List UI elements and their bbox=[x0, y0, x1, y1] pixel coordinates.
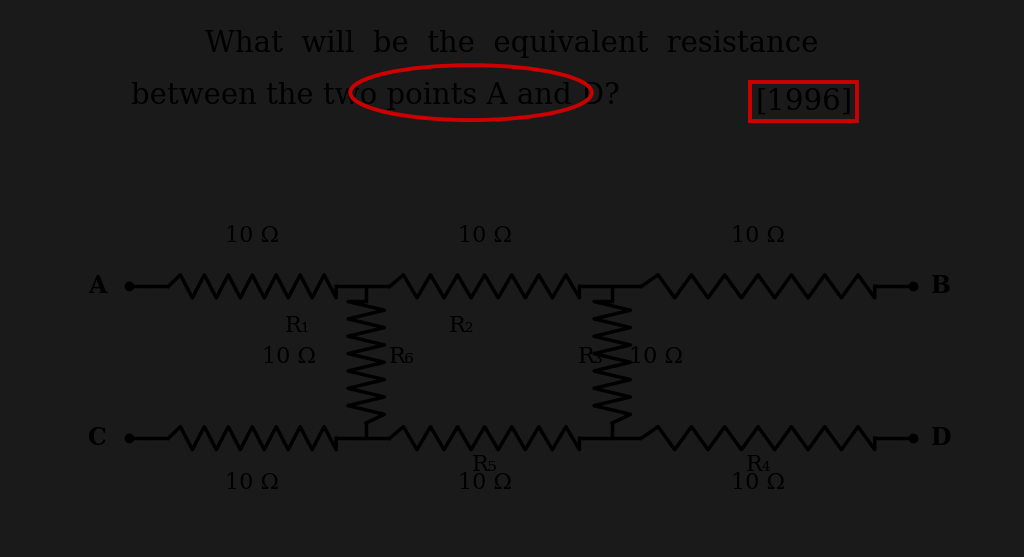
Text: 10 Ω: 10 Ω bbox=[731, 472, 785, 494]
Text: 10 Ω: 10 Ω bbox=[225, 472, 280, 494]
Text: R₂: R₂ bbox=[450, 315, 475, 337]
Text: 10 Ω: 10 Ω bbox=[458, 472, 512, 494]
Text: 10 Ω: 10 Ω bbox=[458, 225, 512, 247]
Text: 10 Ω: 10 Ω bbox=[731, 225, 785, 247]
Text: [1996]: [1996] bbox=[755, 87, 852, 115]
Text: between the two points A and D?: between the two points A and D? bbox=[131, 82, 620, 110]
Text: R₆: R₆ bbox=[389, 346, 415, 368]
Text: C: C bbox=[88, 426, 106, 450]
Text: What  will  be  the  equivalent  resistance: What will be the equivalent resistance bbox=[206, 30, 818, 58]
Text: 10 Ω: 10 Ω bbox=[225, 225, 280, 247]
Text: B: B bbox=[931, 275, 951, 299]
Text: D: D bbox=[931, 426, 951, 450]
Text: 10 Ω: 10 Ω bbox=[629, 346, 683, 368]
Text: R₃: R₃ bbox=[578, 346, 603, 368]
Text: R₁: R₁ bbox=[285, 315, 310, 337]
Text: R₅: R₅ bbox=[472, 454, 498, 476]
Text: 10 Ω: 10 Ω bbox=[262, 346, 316, 368]
Text: R₄: R₄ bbox=[745, 454, 771, 476]
Text: A: A bbox=[88, 275, 106, 299]
